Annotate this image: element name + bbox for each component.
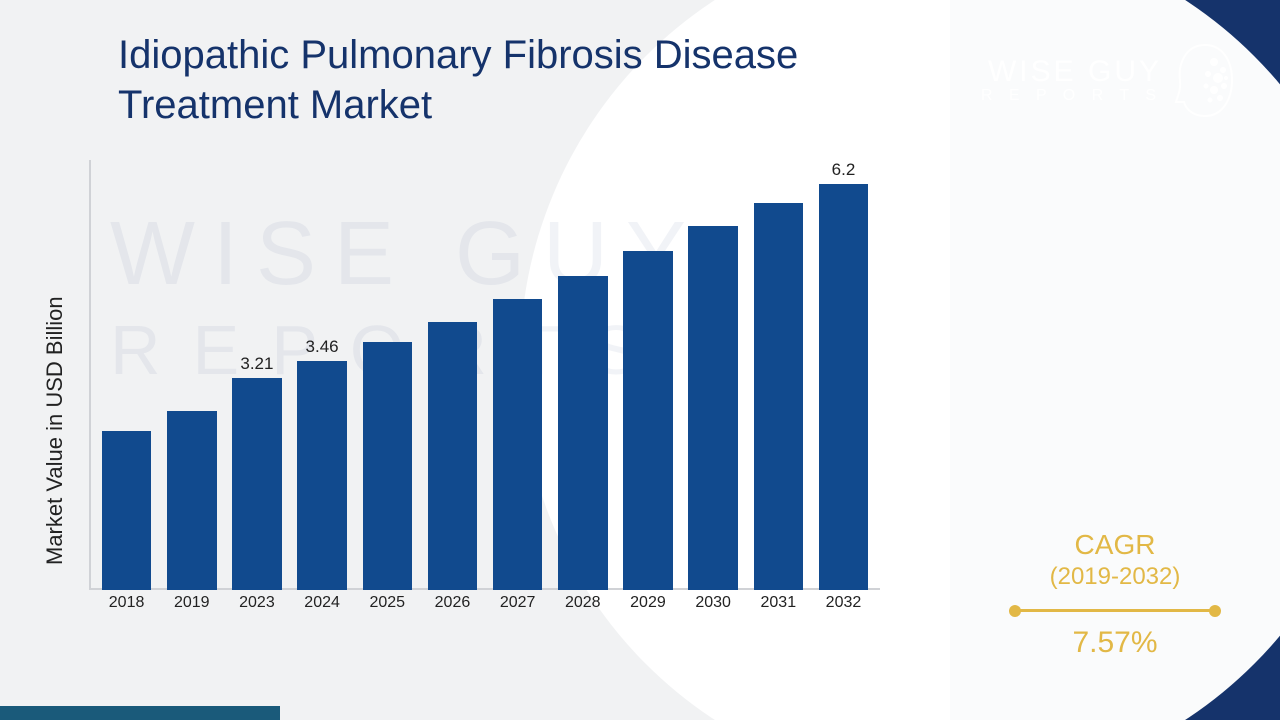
x-tick-label: 2031 [746, 594, 811, 612]
bar-column [615, 160, 680, 590]
bar-value-label: 3.46 [306, 337, 339, 357]
bar-column [550, 160, 615, 590]
x-tick-label: 2032 [811, 594, 876, 612]
logo-text-sub: R E P O R T S [981, 87, 1162, 105]
bar [363, 342, 413, 590]
bar-column [355, 160, 420, 590]
x-tick-label: 2023 [224, 594, 289, 612]
y-axis-label: Market Value in USD Billion [42, 296, 68, 565]
brand-logo: WISE GUY R E P O R T S [981, 40, 1240, 120]
cagr-divider [1015, 609, 1215, 612]
x-axis-labels: 2018201920232024202520262027202820292030… [90, 594, 880, 612]
bar-column [746, 160, 811, 590]
bar [493, 299, 543, 590]
bar-value-label: 6.2 [832, 160, 856, 180]
x-tick-label: 2024 [290, 594, 355, 612]
x-tick-label: 2027 [485, 594, 550, 612]
x-tick-label: 2028 [550, 594, 615, 612]
footer-accent-bar [0, 706, 280, 720]
bar-column [681, 160, 746, 590]
x-tick-label: 2026 [420, 594, 485, 612]
bar [102, 431, 152, 590]
x-tick-label: 2019 [159, 594, 224, 612]
bar [754, 203, 804, 590]
chart-title: Idiopathic Pulmonary Fibrosis Disease Tr… [118, 30, 818, 130]
cagr-period: (2019-2032) [995, 563, 1235, 591]
bar-column: 6.2 [811, 160, 876, 590]
logo-head-icon [1170, 40, 1240, 120]
bar [623, 251, 673, 590]
bar [297, 361, 347, 590]
cagr-label: CAGR [995, 529, 1235, 561]
x-tick-label: 2029 [615, 594, 680, 612]
bar [167, 411, 217, 590]
cagr-value: 7.57% [995, 626, 1235, 660]
x-tick-label: 2025 [355, 594, 420, 612]
x-tick-label: 2018 [94, 594, 159, 612]
bar-column: 3.21 [224, 160, 289, 590]
bar [232, 378, 282, 590]
bar-column [159, 160, 224, 590]
bar [428, 322, 478, 590]
cagr-block: CAGR (2019-2032) 7.57% [995, 529, 1235, 660]
bar-column [94, 160, 159, 590]
bar [688, 226, 738, 590]
bar [558, 276, 608, 590]
bar-column: 3.46 [290, 160, 355, 590]
bar-column [420, 160, 485, 590]
bar-value-label: 3.21 [240, 354, 273, 374]
x-tick-label: 2030 [681, 594, 746, 612]
logo-text-main: WISE GUY [981, 55, 1162, 89]
bar-column [485, 160, 550, 590]
bar [819, 184, 869, 590]
bar-chart: 3.21 3.46 6.2 [90, 160, 880, 590]
